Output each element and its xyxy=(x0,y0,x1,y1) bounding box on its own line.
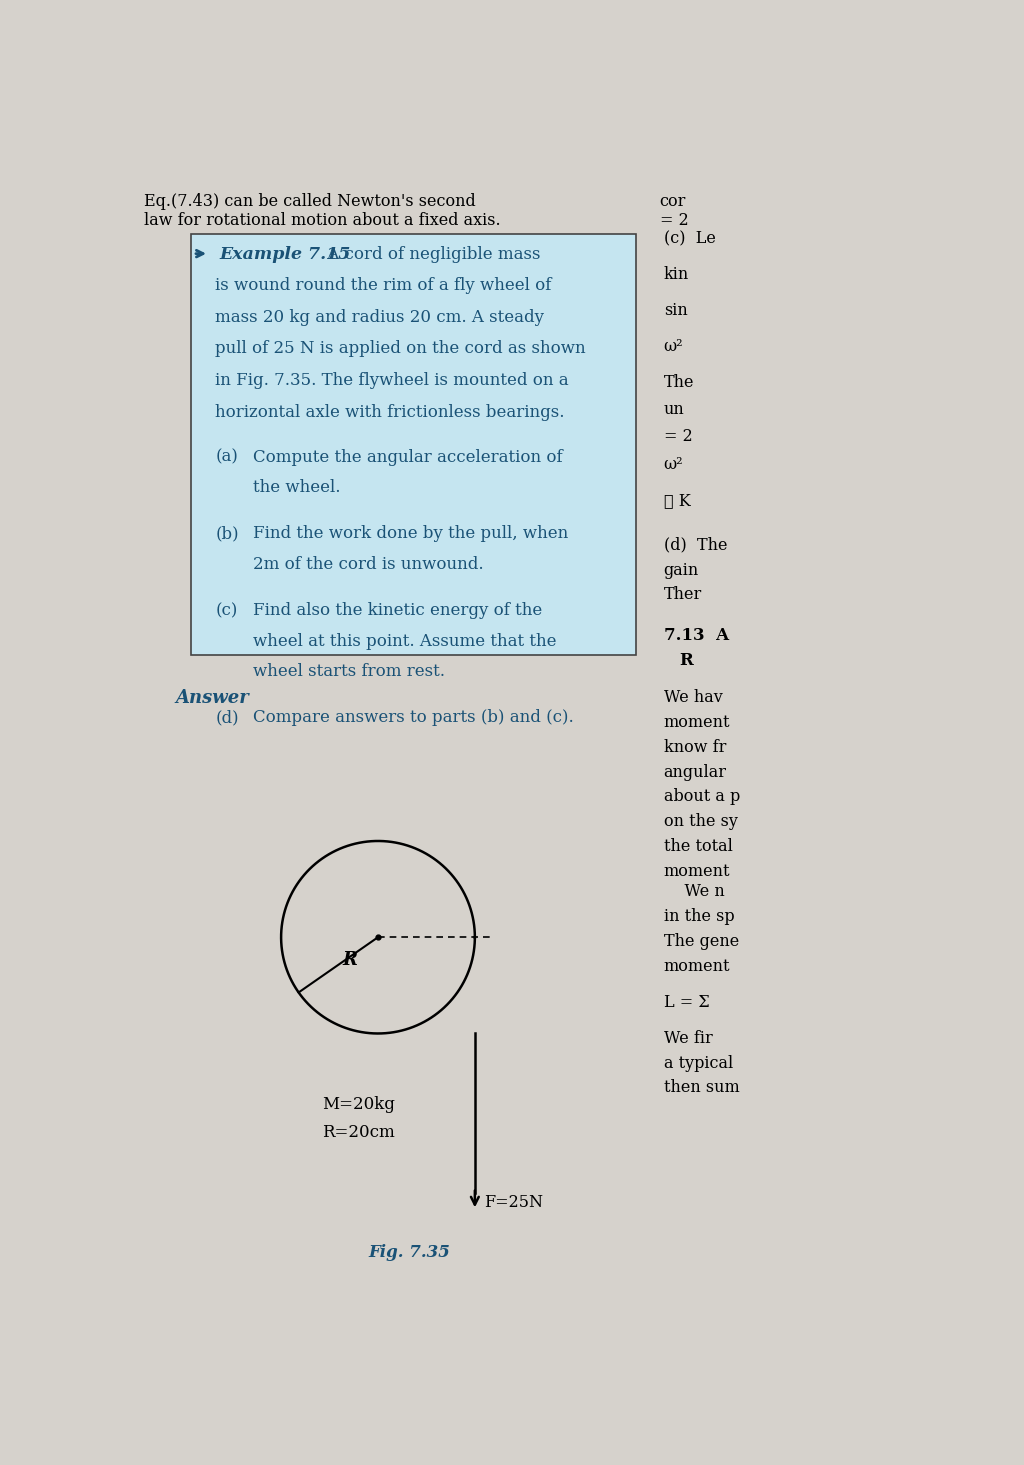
Text: wheel at this point. Assume that the: wheel at this point. Assume that the xyxy=(253,633,557,649)
Text: know fr: know fr xyxy=(664,738,726,756)
Text: in Fig. 7.35. The flywheel is mounted on a: in Fig. 7.35. The flywheel is mounted on… xyxy=(215,372,569,390)
FancyBboxPatch shape xyxy=(191,234,636,655)
Text: ∴ K: ∴ K xyxy=(664,492,690,508)
Text: Answer: Answer xyxy=(176,689,250,708)
Text: about a p: about a p xyxy=(664,788,740,806)
Text: moment: moment xyxy=(664,863,730,880)
Text: The: The xyxy=(664,375,694,391)
Text: Compute the angular acceleration of: Compute the angular acceleration of xyxy=(253,448,563,466)
Text: cor: cor xyxy=(659,193,686,209)
Text: in the sp: in the sp xyxy=(664,908,734,924)
Text: sin: sin xyxy=(664,302,687,319)
Text: R: R xyxy=(680,652,693,670)
Text: then sum: then sum xyxy=(664,1080,739,1096)
Text: the total: the total xyxy=(664,838,732,856)
Text: A cord of negligible mass: A cord of negligible mass xyxy=(323,246,541,262)
Text: (c): (c) xyxy=(215,602,238,620)
Text: R=20cm: R=20cm xyxy=(323,1124,395,1141)
Text: on the sy: on the sy xyxy=(664,813,737,831)
Text: Eq.(7.43) can be called Newton's second: Eq.(7.43) can be called Newton's second xyxy=(143,193,475,209)
Text: law for rotational motion about a fixed axis.: law for rotational motion about a fixed … xyxy=(143,212,501,229)
Text: moment: moment xyxy=(664,958,730,974)
Text: = 2: = 2 xyxy=(664,428,692,445)
Text: pull of 25 N is applied on the cord as shown: pull of 25 N is applied on the cord as s… xyxy=(215,340,586,357)
Text: We hav: We hav xyxy=(664,689,722,706)
Text: The gene: The gene xyxy=(664,933,739,949)
Text: kin: kin xyxy=(664,267,689,283)
Text: We n: We n xyxy=(664,883,724,900)
Text: a typical: a typical xyxy=(664,1055,733,1071)
Text: ω²: ω² xyxy=(664,456,683,473)
Text: Ther: Ther xyxy=(664,586,701,604)
Text: Fig. 7.35: Fig. 7.35 xyxy=(369,1244,451,1261)
Text: (c)  Le: (c) Le xyxy=(664,230,716,248)
Text: angular: angular xyxy=(664,763,727,781)
Text: ω²: ω² xyxy=(664,338,683,355)
Text: mass 20 kg and radius 20 cm. A steady: mass 20 kg and radius 20 cm. A steady xyxy=(215,309,545,325)
Text: = 2: = 2 xyxy=(659,212,688,229)
Text: un: un xyxy=(664,401,684,419)
Text: the wheel.: the wheel. xyxy=(253,479,341,497)
Text: F=25N: F=25N xyxy=(484,1194,544,1212)
Text: gain: gain xyxy=(664,561,699,579)
Text: We fir: We fir xyxy=(664,1030,713,1046)
Text: (d): (d) xyxy=(215,709,239,727)
Text: Compare answers to parts (b) and (c).: Compare answers to parts (b) and (c). xyxy=(253,709,574,727)
Text: moment: moment xyxy=(664,713,730,731)
Text: Example 7.15: Example 7.15 xyxy=(219,246,350,262)
Text: (b): (b) xyxy=(215,526,239,542)
Text: 2m of the cord is unwound.: 2m of the cord is unwound. xyxy=(253,555,484,573)
Text: Find the work done by the pull, when: Find the work done by the pull, when xyxy=(253,526,568,542)
Text: wheel starts from rest.: wheel starts from rest. xyxy=(253,664,445,680)
Text: (d)  The: (d) The xyxy=(664,536,727,554)
Text: Find also the kinetic energy of the: Find also the kinetic energy of the xyxy=(253,602,543,620)
Text: is wound round the rim of a fly wheel of: is wound round the rim of a fly wheel of xyxy=(215,277,552,294)
Text: (a): (a) xyxy=(215,448,239,466)
Text: horizontal axle with frictionless bearings.: horizontal axle with frictionless bearin… xyxy=(215,404,565,420)
Text: 7.13  A: 7.13 A xyxy=(664,627,729,645)
Text: R: R xyxy=(343,951,357,968)
Text: L = Σ: L = Σ xyxy=(664,993,710,1011)
Text: M=20kg: M=20kg xyxy=(323,1096,395,1112)
